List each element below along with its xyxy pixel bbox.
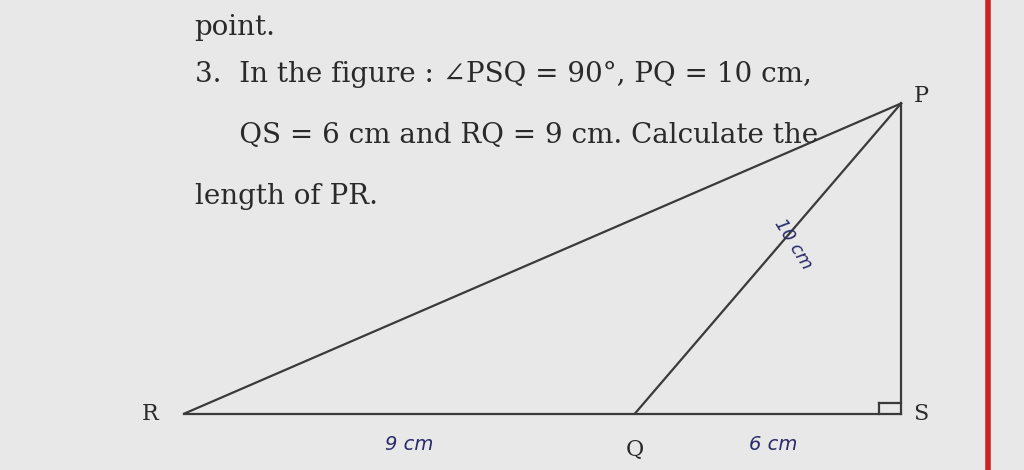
Text: point.: point.: [195, 14, 275, 41]
Text: Q: Q: [626, 439, 644, 462]
Text: P: P: [913, 86, 929, 107]
Text: 3.  In the figure : ∠PSQ = 90°, PQ = 10 cm,: 3. In the figure : ∠PSQ = 90°, PQ = 10 c…: [195, 61, 811, 88]
Text: length of PR.: length of PR.: [195, 183, 378, 210]
Text: QS = 6 cm and RQ = 9 cm. Calculate the: QS = 6 cm and RQ = 9 cm. Calculate the: [195, 122, 818, 149]
Text: S: S: [913, 403, 929, 424]
Text: 9 cm: 9 cm: [385, 435, 434, 454]
Text: 6 cm: 6 cm: [749, 435, 798, 454]
Text: 10 cm: 10 cm: [771, 216, 816, 273]
Text: R: R: [142, 403, 159, 424]
